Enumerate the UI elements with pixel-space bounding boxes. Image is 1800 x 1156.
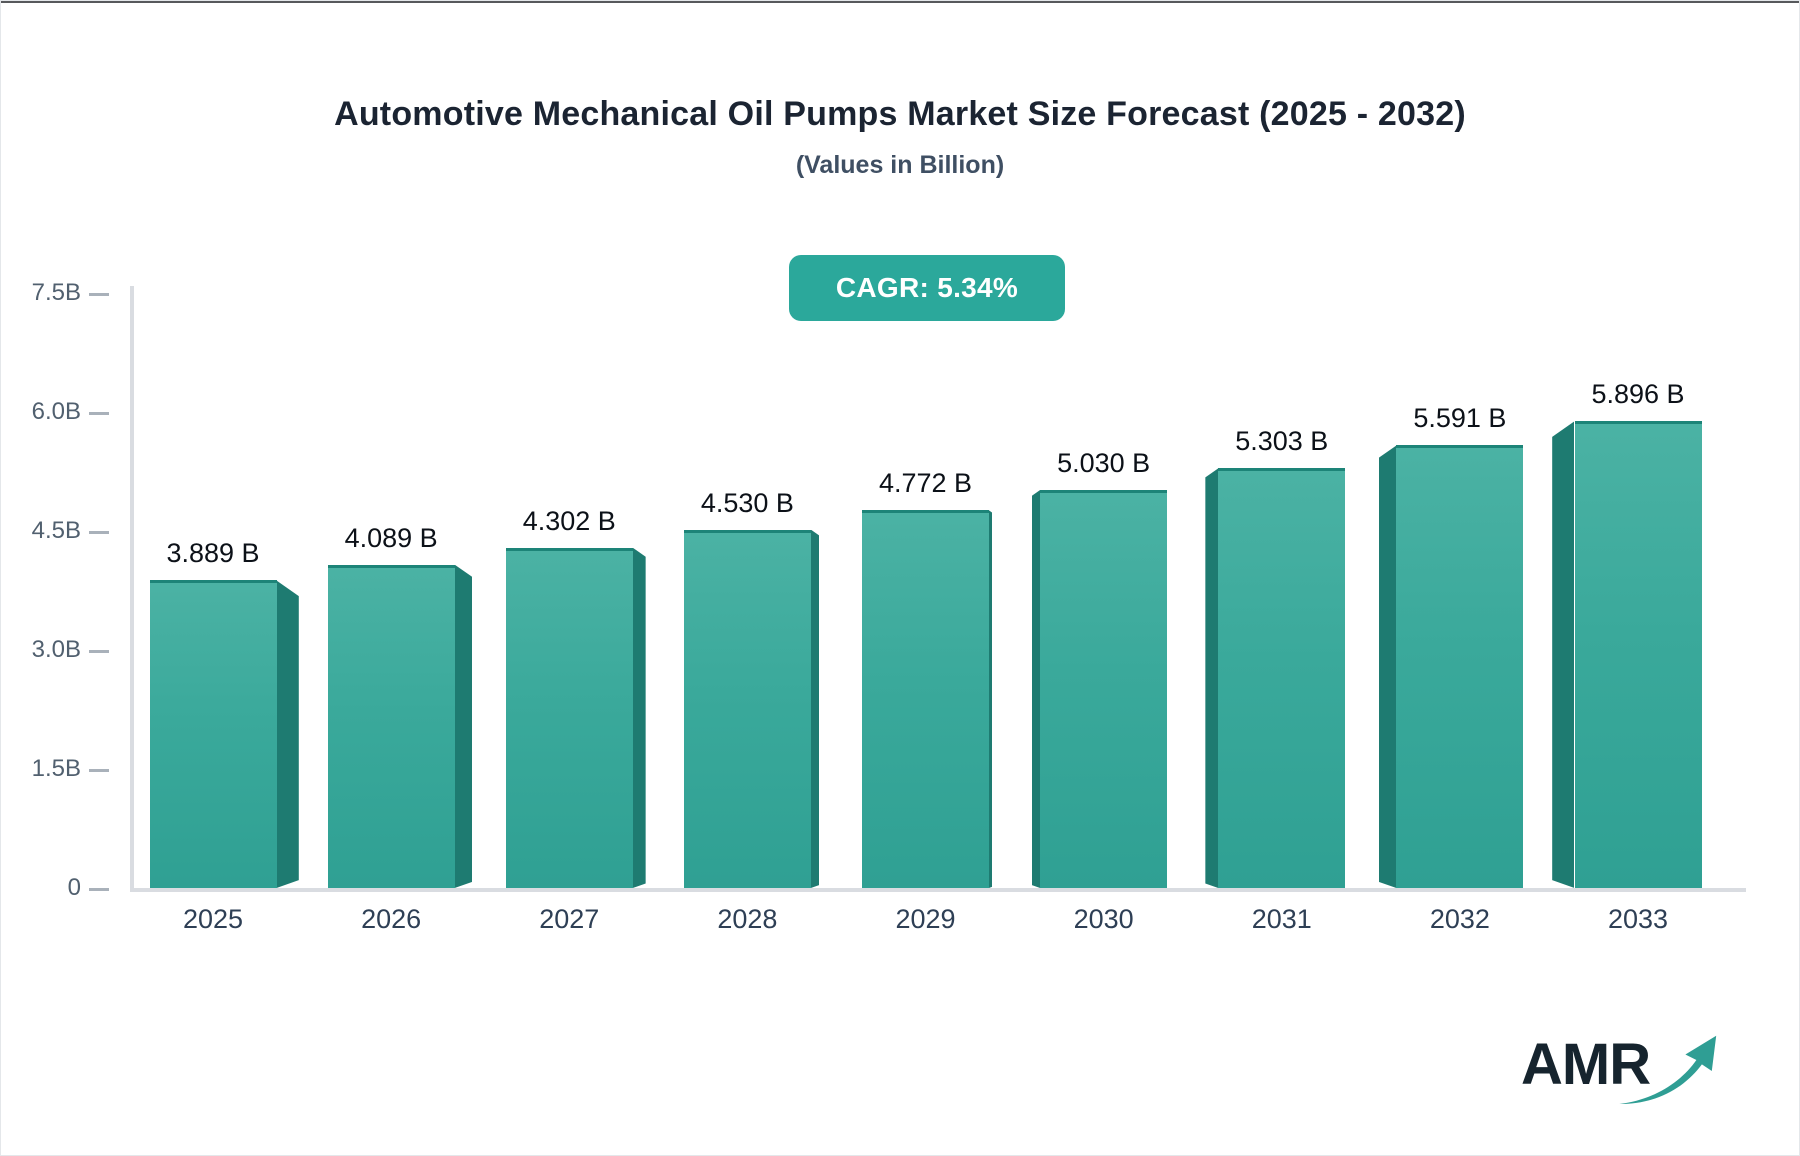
y-tick-mark (89, 293, 109, 297)
bar-front (327, 564, 455, 888)
value-label: 5.591 B (1413, 403, 1507, 434)
x-tick-label: 2027 (539, 904, 600, 934)
bar-front (149, 580, 277, 888)
x-tick-label: 2033 (1607, 904, 1669, 934)
value-label: 5.030 B (1057, 447, 1151, 478)
bar-side (811, 530, 819, 888)
logo-text: AMR (1521, 1032, 1651, 1097)
y-tick-label: 4.5B (31, 517, 81, 544)
value-label: 4.530 B (700, 487, 794, 518)
y-tick-label: 0 (67, 874, 81, 901)
x-tick-label: 2025 (182, 904, 244, 934)
y-tick-mark (89, 769, 109, 772)
bar-side (1032, 490, 1040, 888)
y-axis-line (130, 286, 134, 891)
value-label: 4.089 B (344, 522, 438, 553)
x-tick-label: 2026 (361, 904, 422, 934)
x-tick-label: 2029 (895, 904, 956, 934)
x-tick-label: 2028 (717, 904, 778, 934)
bar-front (1040, 489, 1168, 888)
y-tick-label: 7.5B (31, 279, 81, 307)
chart-title: Automotive Mechanical Oil Pumps Market S… (334, 95, 1466, 133)
bar-side (1552, 421, 1574, 888)
growth-arrow-icon (1619, 1035, 1717, 1104)
bar-side (633, 548, 646, 888)
value-label: 3.889 B (166, 538, 260, 569)
x-tick-label: 2030 (1073, 904, 1134, 934)
value-label: 4.302 B (522, 505, 616, 536)
value-label: 4.772 B (878, 468, 973, 499)
bar-side (455, 565, 473, 888)
y-tick-mark (89, 888, 109, 891)
x-axis-line (130, 888, 1746, 892)
bar-side (1379, 445, 1397, 888)
x-tick-label: 2032 (1429, 904, 1490, 934)
y-tick-label: 1.5B (31, 755, 81, 782)
bar-side (989, 510, 992, 888)
window-top-edge (1, 1, 1799, 3)
bar-front (1218, 468, 1346, 888)
brand-logo: AMR (1521, 1031, 1731, 1121)
y-tick-mark (89, 412, 109, 416)
y-tick-mark (89, 650, 109, 653)
cagr-badge: CAGR: 5.34% (789, 255, 1065, 321)
chart-subtitle: (Values in Billion) (795, 151, 1005, 179)
bar-front (1396, 445, 1524, 888)
value-label: 5.303 B (1235, 426, 1329, 457)
x-tick-label: 2031 (1251, 904, 1312, 934)
bar-front (505, 547, 633, 888)
bar-front (1574, 421, 1702, 888)
y-tick-label: 6.0B (31, 398, 81, 426)
bar-front (683, 529, 811, 888)
bar-side (277, 580, 299, 888)
bar-front (862, 510, 989, 888)
y-tick-label: 3.0B (31, 636, 81, 663)
y-tick-mark (89, 531, 109, 534)
bar-side (1205, 468, 1218, 888)
value-label: 5.896 B (1591, 379, 1685, 410)
